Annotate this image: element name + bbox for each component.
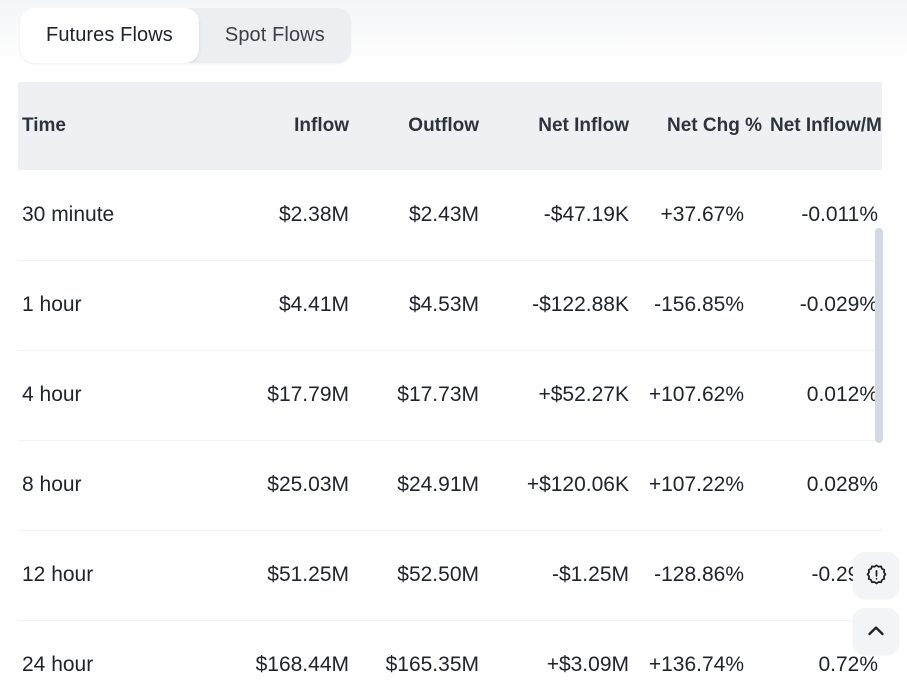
cell-net-inflow-mcap: -0.029% (799, 293, 878, 316)
cell-net-chg-pct: -128.86% (654, 563, 744, 586)
chevron-up-icon (864, 619, 888, 643)
column-header-net-chg-pct-label: Net Chg % (667, 115, 762, 136)
cell-outflow: $24.91M (397, 473, 479, 496)
cell-outflow: $52.50M (397, 563, 479, 586)
cell-outflow: $4.53M (408, 293, 479, 316)
alert-badge-icon (864, 563, 889, 588)
table-row[interactable]: 30 minute $2.38M $2.43M -$47.19K +37.67%… (18, 170, 882, 260)
cell-net-inflow: +$52.27K (538, 383, 629, 406)
cell-outflow: $17.73M (397, 383, 479, 406)
cell-time: 4 hour (22, 383, 82, 406)
cell-inflow: $25.03M (267, 473, 349, 496)
flows-table: Time Inflow Outflow Net Inflow Net Chg %… (18, 82, 882, 684)
cell-net-inflow: +$3.09M (546, 653, 629, 677)
cell-net-inflow-mcap: -0.011% (801, 202, 878, 226)
tab-futures-flows[interactable]: Futures Flows (20, 8, 199, 63)
column-header-net-inflow[interactable]: Net Inflow (538, 115, 629, 136)
cell-net-inflow: -$122.88K (532, 293, 629, 316)
cell-inflow: $51.25M (267, 563, 349, 586)
table-row[interactable]: 24 hour $168.44M $165.35M +$3.09M +136.7… (18, 620, 882, 684)
cell-time: 30 minute (22, 202, 115, 226)
cell-net-inflow: +$120.06K (526, 473, 629, 496)
cell-outflow: $165.35M (385, 653, 479, 677)
cell-net-inflow: -$47.19K (543, 202, 629, 226)
table-row[interactable]: 4 hour $17.79M $17.73M +$52.27K +107.62%… (18, 350, 882, 440)
column-header-net-inflow-mcap[interactable]: Net Inflow/MCap (748, 82, 882, 170)
tab-spot-flows[interactable]: Spot Flows (199, 8, 351, 63)
column-header-net-inflow-mcap-label: Net Inflow/MCap (770, 115, 882, 136)
cell-net-chg-pct: +107.62% (648, 383, 744, 406)
cell-inflow: $168.44M (255, 653, 349, 677)
cell-inflow: $17.79M (267, 383, 349, 406)
column-header-net-chg-pct[interactable]: Net Chg % (633, 82, 762, 170)
cell-time: 1 hour (22, 293, 82, 316)
cell-net-inflow: -$1.25M (551, 563, 629, 586)
column-header-inflow[interactable]: Inflow (294, 115, 349, 136)
cell-outflow: $2.43M (408, 202, 479, 226)
table-row[interactable]: 1 hour $4.41M $4.53M -$122.88K -156.85% … (18, 260, 882, 350)
tabs-container: Futures Flows Spot Flows (20, 8, 351, 63)
cell-net-chg-pct: +107.22% (648, 473, 744, 496)
column-header-outflow[interactable]: Outflow (408, 115, 479, 136)
table-header-row: Time Inflow Outflow Net Inflow Net Chg %… (18, 82, 882, 170)
cell-net-inflow-mcap: 0.72% (818, 653, 878, 677)
cell-net-chg-pct: +136.74% (648, 653, 744, 677)
cell-time: 24 hour (22, 653, 94, 677)
cell-inflow: $2.38M (278, 202, 349, 226)
table-header: Time Inflow Outflow Net Inflow Net Chg %… (18, 82, 882, 170)
alert-button[interactable] (853, 552, 899, 598)
cell-net-chg-pct: -156.85% (654, 293, 744, 316)
cell-time: 8 hour (22, 473, 82, 496)
cell-net-inflow-mcap: 0.028% (806, 473, 878, 496)
cell-inflow: $4.41M (278, 293, 349, 316)
tab-group: Futures Flows Spot Flows (20, 8, 351, 63)
cell-net-inflow-mcap: 0.012% (806, 383, 878, 406)
cell-net-chg-pct: +37.67% (660, 202, 745, 226)
table-body: 30 minute $2.38M $2.43M -$47.19K +37.67%… (18, 170, 882, 684)
vertical-scrollbar-thumb[interactable] (875, 228, 883, 443)
column-header-time[interactable]: Time (22, 115, 67, 136)
flows-table-region[interactable]: Time Inflow Outflow Net Inflow Net Chg %… (18, 82, 882, 684)
scroll-to-top-button[interactable] (853, 608, 899, 654)
table-row[interactable]: 8 hour $25.03M $24.91M +$120.06K +107.22… (18, 440, 882, 530)
cell-time: 12 hour (22, 563, 94, 586)
table-row[interactable]: 12 hour $51.25M $52.50M -$1.25M -128.86%… (18, 530, 882, 620)
